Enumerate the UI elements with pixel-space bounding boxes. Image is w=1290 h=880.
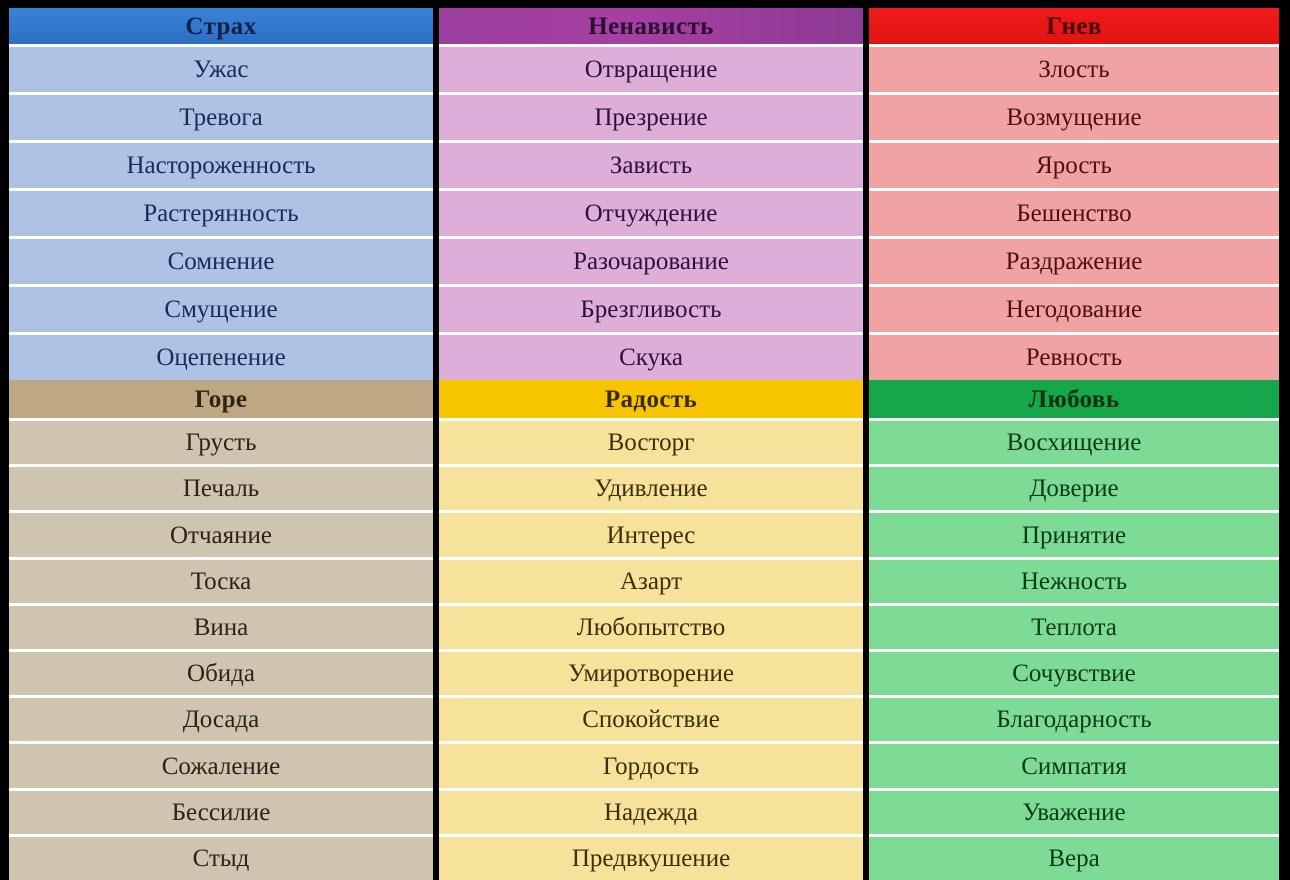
emotion-cell[interactable]: Смущение <box>9 284 433 332</box>
emotion-group-anger[interactable]: Гнев Злость Возмущение Ярость Бешенство … <box>869 8 1279 380</box>
emotion-group-header-joy: Радость <box>439 380 863 418</box>
emotion-cell[interactable]: Симпатия <box>869 741 1279 788</box>
emotion-cell[interactable]: Азарт <box>439 556 863 603</box>
emotion-cell[interactable]: Тревога <box>9 92 433 140</box>
emotion-cell[interactable]: Тоска <box>9 556 433 603</box>
emotion-cell[interactable]: Спокойствие <box>439 695 863 742</box>
emotion-cell[interactable]: Бессилие <box>9 787 433 834</box>
emotion-cell[interactable]: Сочувствие <box>869 649 1279 696</box>
emotion-cell[interactable]: Зависть <box>439 140 863 188</box>
emotion-list-love: Восхищение Доверие Принятие Нежность Теп… <box>869 418 1279 880</box>
emotion-cell[interactable]: Доверие <box>869 464 1279 511</box>
emotion-cell[interactable]: Ярость <box>869 140 1279 188</box>
emotion-cell[interactable]: Теплота <box>869 602 1279 650</box>
emotion-cell[interactable]: Умиротворение <box>439 649 863 696</box>
emotion-cell[interactable]: Обида <box>9 649 433 696</box>
emotion-cell[interactable]: Сожаление <box>9 741 433 788</box>
emotion-cell[interactable]: Вера <box>869 833 1279 880</box>
emotion-cell[interactable]: Брезгливость <box>439 284 863 332</box>
emotion-board-top-row: Страх Ужас Тревога Настороженность Расте… <box>9 8 1279 380</box>
emotion-cell[interactable]: Любопытство <box>439 602 863 650</box>
emotion-group-love[interactable]: Любовь Восхищение Доверие Принятие Нежно… <box>869 380 1279 880</box>
emotion-group-header-hate: Ненависть <box>439 8 863 44</box>
emotion-cell[interactable]: Гордость <box>439 741 863 788</box>
emotion-cell[interactable]: Разочарование <box>439 236 863 284</box>
emotion-cell[interactable]: Вина <box>9 602 433 650</box>
emotion-cell[interactable]: Раздражение <box>869 236 1279 284</box>
emotion-cell[interactable]: Сомнение <box>9 236 433 284</box>
emotion-cell[interactable]: Удивление <box>439 464 863 511</box>
emotion-list-grief: Грусть Печаль Отчаяние Тоска Вина Обида … <box>9 418 433 880</box>
emotion-cell[interactable]: Надежда <box>439 787 863 834</box>
emotion-cell[interactable]: Растерянность <box>9 188 433 236</box>
emotion-list-anger: Злость Возмущение Ярость Бешенство Раздр… <box>869 44 1279 380</box>
emotion-cell[interactable]: Благодарность <box>869 695 1279 742</box>
emotion-cell[interactable]: Предвкушение <box>439 833 863 880</box>
emotion-cell[interactable]: Презрение <box>439 92 863 140</box>
emotion-cell[interactable]: Стыд <box>9 833 433 880</box>
emotion-cell[interactable]: Негодование <box>869 284 1279 332</box>
emotion-cell[interactable]: Грусть <box>9 418 433 465</box>
emotion-list-hate: Отвращение Презрение Зависть Отчуждение … <box>439 44 863 380</box>
emotion-group-grief[interactable]: Горе Грусть Печаль Отчаяние Тоска Вина О… <box>9 380 433 880</box>
emotion-cell[interactable]: Ужас <box>9 44 433 92</box>
emotion-cell[interactable]: Возмущение <box>869 92 1279 140</box>
emotion-group-joy[interactable]: Радость Восторг Удивление Интерес Азарт … <box>439 380 863 880</box>
emotion-board-bottom-row: Горе Грусть Печаль Отчаяние Тоска Вина О… <box>9 380 1279 880</box>
emotion-cell[interactable]: Нежность <box>869 556 1279 603</box>
emotion-cell[interactable]: Ревность <box>869 332 1279 380</box>
emotion-cell[interactable]: Восхищение <box>869 418 1279 465</box>
emotion-cell[interactable]: Настороженность <box>9 140 433 188</box>
emotion-cell[interactable]: Интерес <box>439 510 863 557</box>
emotion-cell[interactable]: Отчаяние <box>9 510 433 557</box>
emotion-cell[interactable]: Отчуждение <box>439 188 863 236</box>
emotion-group-hate[interactable]: Ненависть Отвращение Презрение Зависть О… <box>439 8 863 380</box>
emotion-group-header-grief: Горе <box>9 380 433 418</box>
emotion-cell[interactable]: Уважение <box>869 787 1279 834</box>
emotion-cell[interactable]: Принятие <box>869 510 1279 557</box>
emotion-cell[interactable]: Злость <box>869 44 1279 92</box>
emotion-cell[interactable]: Отвращение <box>439 44 863 92</box>
emotion-cell[interactable]: Печаль <box>9 464 433 511</box>
emotion-group-fear[interactable]: Страх Ужас Тревога Настороженность Расте… <box>9 8 433 380</box>
emotion-group-header-anger: Гнев <box>869 8 1279 44</box>
emotion-cell[interactable]: Досада <box>9 695 433 742</box>
emotion-cell[interactable]: Бешенство <box>869 188 1279 236</box>
emotion-group-header-love: Любовь <box>869 380 1279 418</box>
emotion-cell[interactable]: Восторг <box>439 418 863 465</box>
emotion-cell[interactable]: Скука <box>439 332 863 380</box>
emotion-list-joy: Восторг Удивление Интерес Азарт Любопытс… <box>439 418 863 880</box>
emotion-group-header-fear: Страх <box>9 8 433 44</box>
emotion-cell[interactable]: Оцепенение <box>9 332 433 380</box>
emotion-list-fear: Ужас Тревога Настороженность Растеряннос… <box>9 44 433 380</box>
